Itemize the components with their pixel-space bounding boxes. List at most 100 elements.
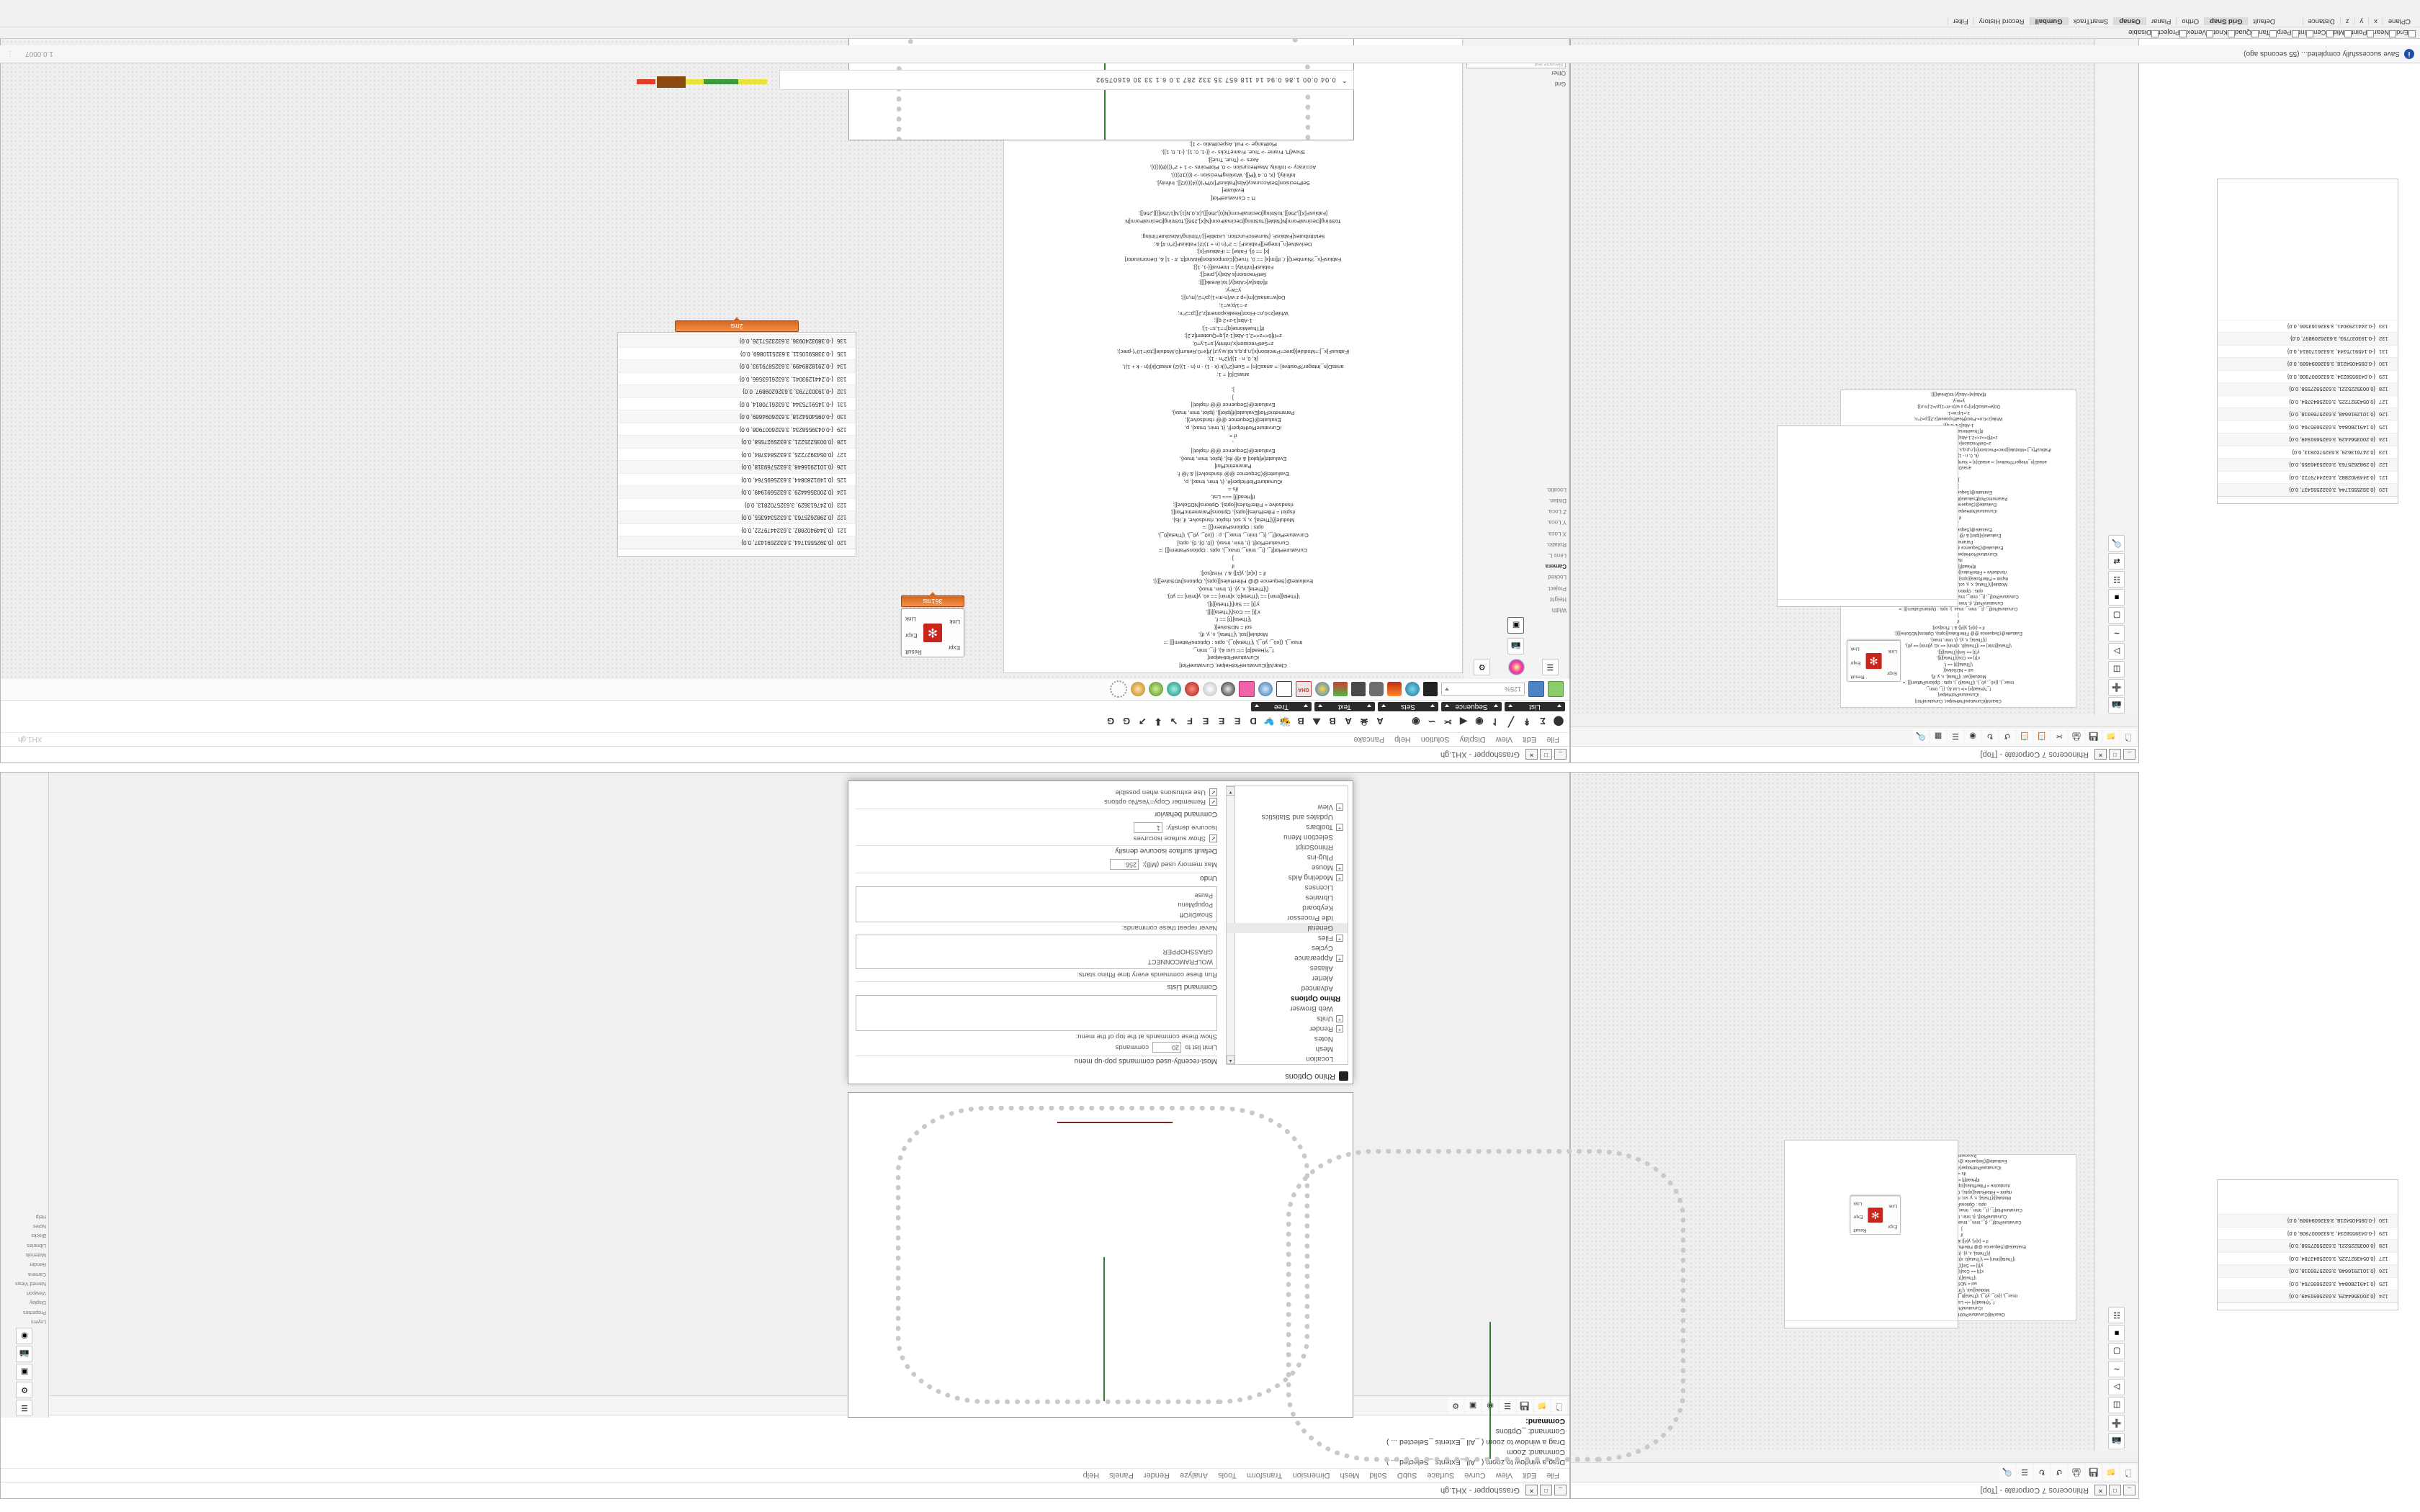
toggle-ortho[interactable]: Ortho — [2176, 17, 2205, 25]
osnap-project-checkbox[interactable] — [2179, 30, 2187, 37]
tab-sequence[interactable]: Sequence — [1441, 702, 1502, 711]
tree-node-general[interactable]: General — [1227, 923, 1348, 933]
expand-icon[interactable]: + — [1336, 1025, 1343, 1032]
dock-tab-layers[interactable]: Layers — [30, 1319, 46, 1324]
maximize-icon[interactable]: □ — [1540, 1485, 1552, 1496]
layers-icon[interactable]: ☰ — [2017, 1464, 2033, 1480]
redo-icon[interactable]: ↻ — [1982, 729, 1998, 744]
rhino-titlebar-3[interactable]: _ □ ✕ Grasshopper - XH1.gh — [1, 1482, 1569, 1498]
rh-menu-dimension[interactable]: Dimension — [1292, 1471, 1330, 1480]
rh-menu-transform[interactable]: Transform — [1246, 1471, 1283, 1480]
grasshopper-canvas-2[interactable]: ClearAll[iCurvaturePlotHelper, Curvature… — [1571, 37, 2138, 715]
dock-tab-viewport[interactable]: Viewport — [26, 1290, 46, 1296]
display-panel-icon[interactable]: ▣ — [16, 1364, 33, 1380]
E2-icon[interactable]: E — [1218, 716, 1225, 727]
A2-icon[interactable]: A — [1345, 716, 1352, 727]
window-buttons-3[interactable]: _ □ ✕ — [2094, 1485, 2136, 1496]
osnap-quad[interactable]: Quad — [2235, 28, 2259, 37]
print-icon[interactable]: 🖨 — [2069, 729, 2084, 744]
tree-node-rhinoscript[interactable]: RhinoScript — [1227, 842, 1348, 852]
G-icon[interactable]: G — [1122, 716, 1131, 727]
osnap-tan-checkbox[interactable] — [2269, 30, 2277, 37]
E3-icon[interactable]: E — [1202, 716, 1209, 727]
mesh-tool-icon[interactable]: ☷ — [2108, 1307, 2125, 1323]
zoom-icon[interactable]: 🔍 — [1913, 729, 1929, 744]
rh-menu-panels[interactable]: Panels — [1109, 1471, 1134, 1480]
solid-tool-icon[interactable]: ■ — [2108, 1325, 2125, 1341]
save-file-icon[interactable] — [1528, 681, 1544, 697]
data-output-table-2[interactable] — [1777, 426, 1958, 607]
isocurve-density-input[interactable]: 1 — [1133, 822, 1162, 833]
mru-limit-row[interactable]: Limit list to 20 commands — [856, 1042, 1217, 1053]
grasshopper-menubar[interactable]: File Edit View Display Solution Help Pan… — [1, 732, 1569, 746]
tree-node-appearance[interactable]: + Appearance — [1227, 953, 1348, 963]
redo-icon[interactable]: ↻ — [2034, 1464, 2050, 1480]
remember-copy-row[interactable]: ✓ Remember Copy=Yes/No options — [856, 798, 1217, 806]
save-file-icon[interactable]: 💾 — [2086, 1464, 2102, 1480]
osnap-vertex-checkbox[interactable] — [2206, 30, 2214, 37]
open-file-icon[interactable]: 📁 — [2103, 729, 2119, 744]
rhino-options-dialog[interactable]: Rhino Options ▲ ▼ Location Mesh Notes + R… — [848, 780, 1353, 1084]
select-icon[interactable]: ▷ — [2108, 643, 2125, 660]
zoom-level-input[interactable]: 125% — [1441, 683, 1525, 696]
undo-max-row[interactable]: Max memory used (MB): 256 — [856, 859, 1217, 870]
rh-menu-render[interactable]: Render — [1143, 1471, 1170, 1480]
cone-icon[interactable]: ◀ — [1460, 716, 1467, 727]
grasshopper-component-icons[interactable]: ⬤ Σ ↟ ╱ ↾ ◉ ◀ ✂ ∽ ◉ A ☠ A B ⛰ B 🐝 🐦 D — [5, 712, 1565, 731]
dock-tab-display[interactable]: Display — [30, 1300, 46, 1305]
tree-node-aliases[interactable]: Aliases — [1227, 963, 1348, 973]
rhino-viewport-aux[interactable] — [1260, 1145, 1707, 1469]
layers-panel-icon[interactable]: ☰ — [1541, 659, 1559, 675]
picture-icon[interactable] — [1276, 681, 1292, 697]
capsule-icon[interactable] — [1369, 682, 1384, 696]
open-file-icon[interactable] — [1548, 681, 1564, 697]
osnap-knot-checkbox[interactable] — [2227, 30, 2235, 37]
osnap-point-checkbox[interactable] — [2367, 30, 2375, 37]
osnap-mid-checkbox[interactable] — [2344, 30, 2352, 37]
minimize-icon[interactable]: _ — [1554, 749, 1567, 760]
osnap-perp[interactable]: Perp — [2277, 28, 2299, 37]
tree-node-licenses[interactable]: Licenses — [1227, 883, 1348, 893]
isocurve-density-row[interactable]: Isocurve density: 1 — [856, 822, 1217, 833]
tree-node-notes[interactable]: Notes — [1227, 1034, 1348, 1044]
curve-tool-icon[interactable]: ∼ — [2108, 625, 2125, 642]
osnap-mid[interactable]: Mid — [2334, 28, 2352, 37]
blob-icon[interactable]: ◉ — [1475, 716, 1484, 727]
camera-icon[interactable]: 📷 — [2108, 697, 2125, 714]
viewport-icon[interactable]: ◫ — [2108, 1397, 2125, 1413]
B2-icon[interactable]: B — [1297, 716, 1304, 727]
grasshopper-ribbon[interactable]: ⬤ Σ ↟ ╱ ↾ ◉ ◀ ✂ ∽ ◉ A ☠ A B ⛰ B 🐝 🐦 D — [1, 700, 1569, 732]
osnap-disable-checkbox[interactable] — [2151, 30, 2159, 37]
preview-green-icon[interactable] — [1149, 682, 1163, 696]
cut-icon[interactable]: ✂ — [2051, 729, 2067, 744]
shade-red-icon[interactable] — [1185, 682, 1199, 696]
print-icon[interactable]: 🖨 — [2069, 1464, 2084, 1480]
plus-icon[interactable]: ➕ — [2108, 1415, 2125, 1431]
eye-icon[interactable]: ◉ — [1412, 716, 1420, 727]
tree-node-cycles[interactable]: Cycles — [1227, 943, 1348, 953]
dock-tab-render[interactable]: Render — [30, 1261, 46, 1267]
menu-display[interactable]: Display — [1459, 735, 1486, 744]
camera-icon[interactable]: 📷 — [1507, 638, 1525, 654]
osnap-near-checkbox[interactable] — [2389, 30, 2397, 37]
expand-icon[interactable]: + — [1336, 955, 1343, 962]
wolfram-flame-icon[interactable] — [1387, 682, 1402, 696]
mesh-tool-icon[interactable]: ☷ — [2108, 571, 2125, 588]
data-output-table-5[interactable]: 124 {0.2003564429, 3.6325691949, 0.0} 125… — [2217, 1179, 2398, 1310]
osnap-cen-checkbox[interactable] — [2326, 30, 2334, 37]
tree-node-selection-menu[interactable]: Selection Menu — [1227, 832, 1348, 842]
tree-node-idle-processor[interactable]: Idle Processor — [1227, 913, 1348, 923]
status-toggle-row[interactable]: CPlane x y z Distance Default Grid Snap … — [0, 16, 2420, 27]
tree-node-updates-statistics[interactable]: Updates and Statistics — [1227, 812, 1348, 822]
toggle-filter[interactable]: Filter — [1947, 17, 1973, 25]
properties-panel-icon[interactable] — [1507, 659, 1525, 675]
skull-icon[interactable]: ☠ — [1360, 716, 1368, 727]
expand-icon[interactable]: + — [1336, 1015, 1343, 1022]
expand-icon[interactable]: + — [1336, 874, 1343, 881]
preview-icon[interactable] — [1405, 682, 1420, 696]
properties-panel-icon[interactable]: ⚙ — [16, 1382, 33, 1398]
osnap-tan[interactable]: Tan — [2259, 28, 2277, 37]
tree-node-files[interactable]: + Files — [1227, 933, 1348, 943]
axe-icon[interactable]: ↘ — [1170, 716, 1178, 727]
toggle-grid-snap[interactable]: Grid Snap — [2204, 17, 2248, 25]
